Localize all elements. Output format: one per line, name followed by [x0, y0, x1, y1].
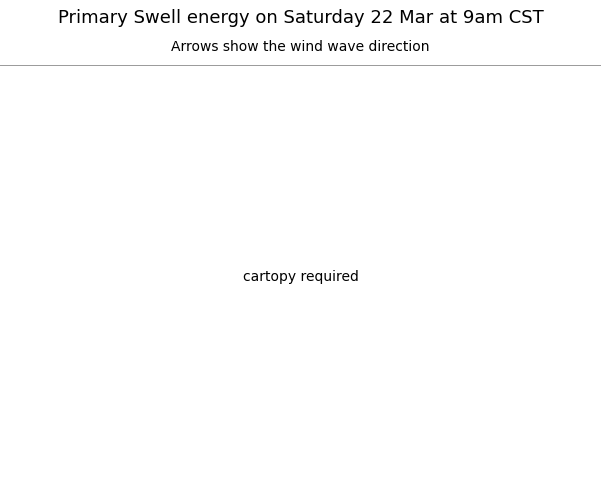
- Text: Arrows show the wind wave direction: Arrows show the wind wave direction: [171, 41, 430, 55]
- Text: Primary Swell energy on Saturday 22 Mar at 9am CST: Primary Swell energy on Saturday 22 Mar …: [58, 9, 543, 27]
- Text: cartopy required: cartopy required: [243, 270, 358, 284]
